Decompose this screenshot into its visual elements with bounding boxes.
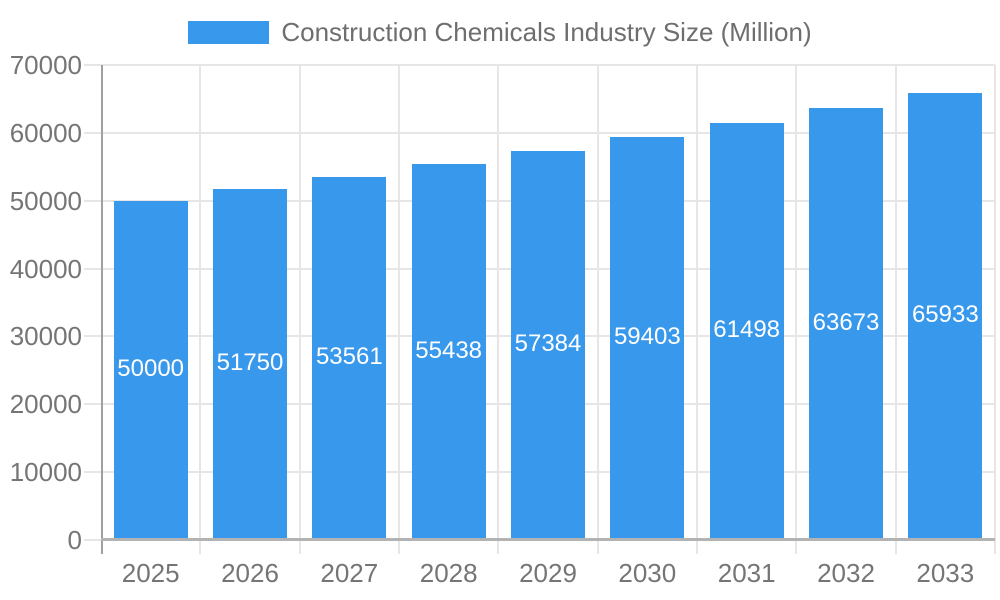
bar-2030[interactable]: 59403 [610, 136, 685, 538]
y-tick-label: 20000 [9, 389, 82, 420]
y-axis-line [101, 65, 103, 554]
legend-swatch [188, 20, 270, 44]
legend: Construction Chemicals Industry Size (Mi… [0, 12, 1000, 52]
y-tick-label: 70000 [9, 50, 82, 80]
bar-value-label: 65933 [911, 301, 979, 329]
bar-2027[interactable]: 53561 [312, 176, 387, 538]
gridline-y-70000 [84, 64, 995, 66]
y-tick-label: 60000 [9, 117, 82, 148]
gridline-y-60000 [84, 131, 995, 134]
gridline-x-boundary [298, 65, 301, 554]
plot-area: 50000 51750 53561 55438 57384 59403 61498 63673… [84, 64, 996, 554]
y-tick-label: 0 [67, 525, 82, 555]
gridline-x-boundary [696, 65, 698, 554]
bar-2028[interactable]: 55438 [411, 163, 486, 538]
x-tick-label-2026: 2026 [221, 558, 279, 588]
gridline-x-boundary [994, 65, 996, 554]
x-tick-label-2027: 2027 [320, 558, 379, 588]
y-tick-label: 50000 [9, 185, 82, 216]
x-tick-label-2031: 2031 [717, 558, 776, 588]
gridline-x-boundary [894, 65, 897, 554]
x-tick-label-2033: 2033 [916, 558, 975, 588]
y-tick-label: 10000 [9, 457, 82, 488]
bar-value-label: 50000 [117, 355, 185, 383]
legend-label: Construction Chemicals Industry Size (Mi… [281, 16, 812, 47]
bar-2025[interactable]: 50000 [113, 200, 188, 538]
y-tick-label: 30000 [9, 321, 82, 352]
x-tick-label-2030: 2030 [618, 558, 677, 588]
y-tick-label: 40000 [9, 253, 82, 284]
gridline-x-boundary [497, 65, 500, 554]
bar-2031[interactable]: 61498 [709, 122, 784, 538]
bar-2033[interactable]: 65933 [908, 92, 983, 538]
bar-value-label: 59403 [613, 323, 681, 351]
x-tick-label-2032: 2032 [817, 558, 875, 588]
bar-value-label: 57384 [514, 330, 582, 358]
bar-2029[interactable]: 57384 [511, 150, 585, 538]
gridline-x-boundary [795, 65, 798, 554]
x-axis-baseline [101, 538, 995, 541]
gridline-x-boundary [398, 65, 400, 554]
bar-value-label: 53561 [315, 343, 383, 371]
gridline-x-boundary [596, 65, 599, 554]
bar-value-label: 63673 [812, 308, 880, 336]
x-tick-label-2029: 2029 [519, 558, 577, 588]
bar-2032[interactable]: 63673 [809, 107, 883, 538]
bar-value-label: 61498 [713, 316, 781, 344]
x-tick-label-2025: 2025 [121, 558, 180, 588]
bar-value-label: 55438 [415, 336, 483, 364]
bar-2026[interactable]: 51750 [213, 188, 287, 538]
x-tick-label-2028: 2028 [419, 558, 478, 588]
gridline-x-boundary [199, 65, 202, 554]
bar-value-label: 51750 [216, 349, 284, 377]
